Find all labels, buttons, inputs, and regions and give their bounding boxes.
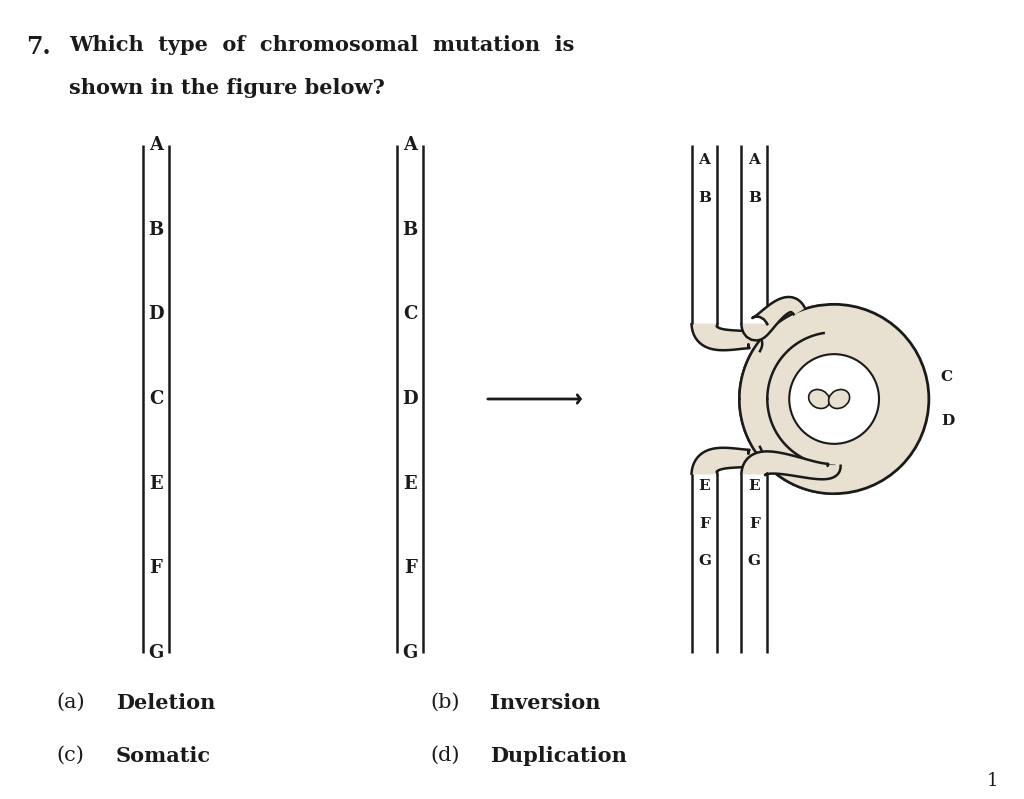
Circle shape (790, 354, 879, 444)
Text: B: B (698, 191, 711, 205)
Polygon shape (739, 399, 835, 494)
Text: D: D (402, 390, 418, 408)
Ellipse shape (809, 389, 829, 408)
Text: 7.: 7. (27, 35, 51, 59)
Text: A: A (698, 153, 711, 167)
Polygon shape (691, 324, 762, 352)
Text: Somatic: Somatic (116, 745, 211, 765)
Text: D: D (148, 305, 164, 324)
Text: B: B (748, 191, 761, 205)
Text: F: F (749, 517, 760, 531)
Text: (b): (b) (430, 693, 460, 712)
Text: G: G (148, 644, 164, 662)
Text: Which  type  of  chromosomal  mutation  is: Which type of chromosomal mutation is (70, 35, 574, 55)
Text: D: D (941, 414, 954, 428)
Circle shape (739, 304, 929, 494)
Text: shown in the figure below?: shown in the figure below? (70, 78, 385, 98)
Polygon shape (741, 451, 841, 479)
Text: G: G (748, 555, 761, 568)
Text: F: F (403, 559, 417, 578)
Text: F: F (699, 517, 710, 531)
Text: Duplication: Duplication (490, 745, 627, 765)
Text: A: A (148, 136, 163, 154)
Text: E: E (698, 479, 711, 493)
Text: F: F (150, 559, 163, 578)
Text: E: E (403, 475, 417, 493)
Text: A: A (749, 153, 760, 167)
Text: C: C (941, 370, 953, 384)
Text: (c): (c) (56, 745, 84, 765)
Text: B: B (148, 221, 164, 239)
Text: E: E (749, 479, 760, 493)
Text: C: C (148, 390, 163, 408)
Polygon shape (739, 305, 823, 399)
Text: E: E (150, 475, 163, 493)
Text: Deletion: Deletion (116, 693, 215, 713)
Text: C: C (403, 305, 418, 324)
Text: G: G (402, 644, 418, 662)
Text: (a): (a) (56, 693, 85, 712)
Ellipse shape (828, 389, 850, 408)
Text: B: B (402, 221, 418, 239)
Text: G: G (698, 555, 711, 568)
Text: A: A (403, 136, 417, 154)
Text: Inversion: Inversion (490, 693, 600, 713)
Polygon shape (741, 297, 805, 340)
Text: (d): (d) (430, 745, 460, 765)
Text: 1: 1 (987, 772, 998, 789)
Polygon shape (691, 447, 762, 474)
